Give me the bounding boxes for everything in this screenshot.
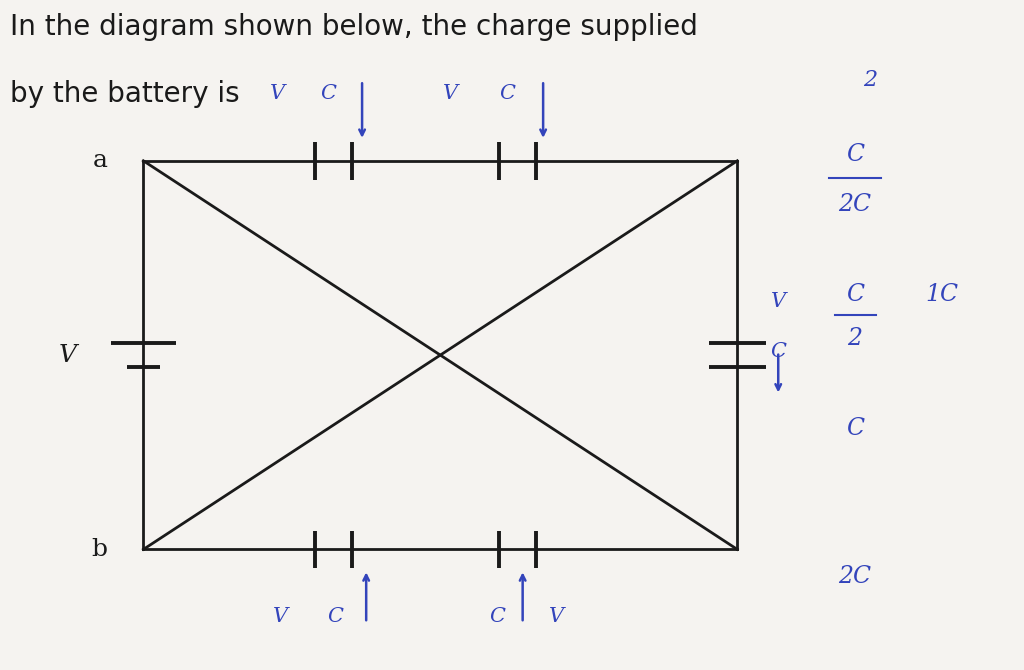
Text: a: a [92,149,108,172]
Text: 2: 2 [848,327,862,350]
Text: V: V [269,84,285,103]
Text: C: C [500,84,515,103]
Text: C: C [846,417,864,440]
Text: C: C [770,342,786,361]
Text: 2: 2 [863,70,878,91]
Text: C: C [489,607,505,626]
Text: V: V [443,84,459,103]
Text: V: V [771,292,785,311]
Text: V: V [549,607,564,626]
Text: by the battery is: by the battery is [10,80,240,109]
Text: 1C: 1C [926,283,958,306]
Text: C: C [846,283,864,306]
Text: 2C: 2C [839,565,871,588]
Text: In the diagram shown below, the charge supplied: In the diagram shown below, the charge s… [10,13,698,42]
Text: V: V [58,344,77,366]
Text: C: C [328,607,343,626]
Text: V: V [272,607,288,626]
Text: 2C: 2C [839,193,871,216]
Text: C: C [321,84,336,103]
Text: b: b [91,538,108,561]
Text: C: C [846,143,864,165]
